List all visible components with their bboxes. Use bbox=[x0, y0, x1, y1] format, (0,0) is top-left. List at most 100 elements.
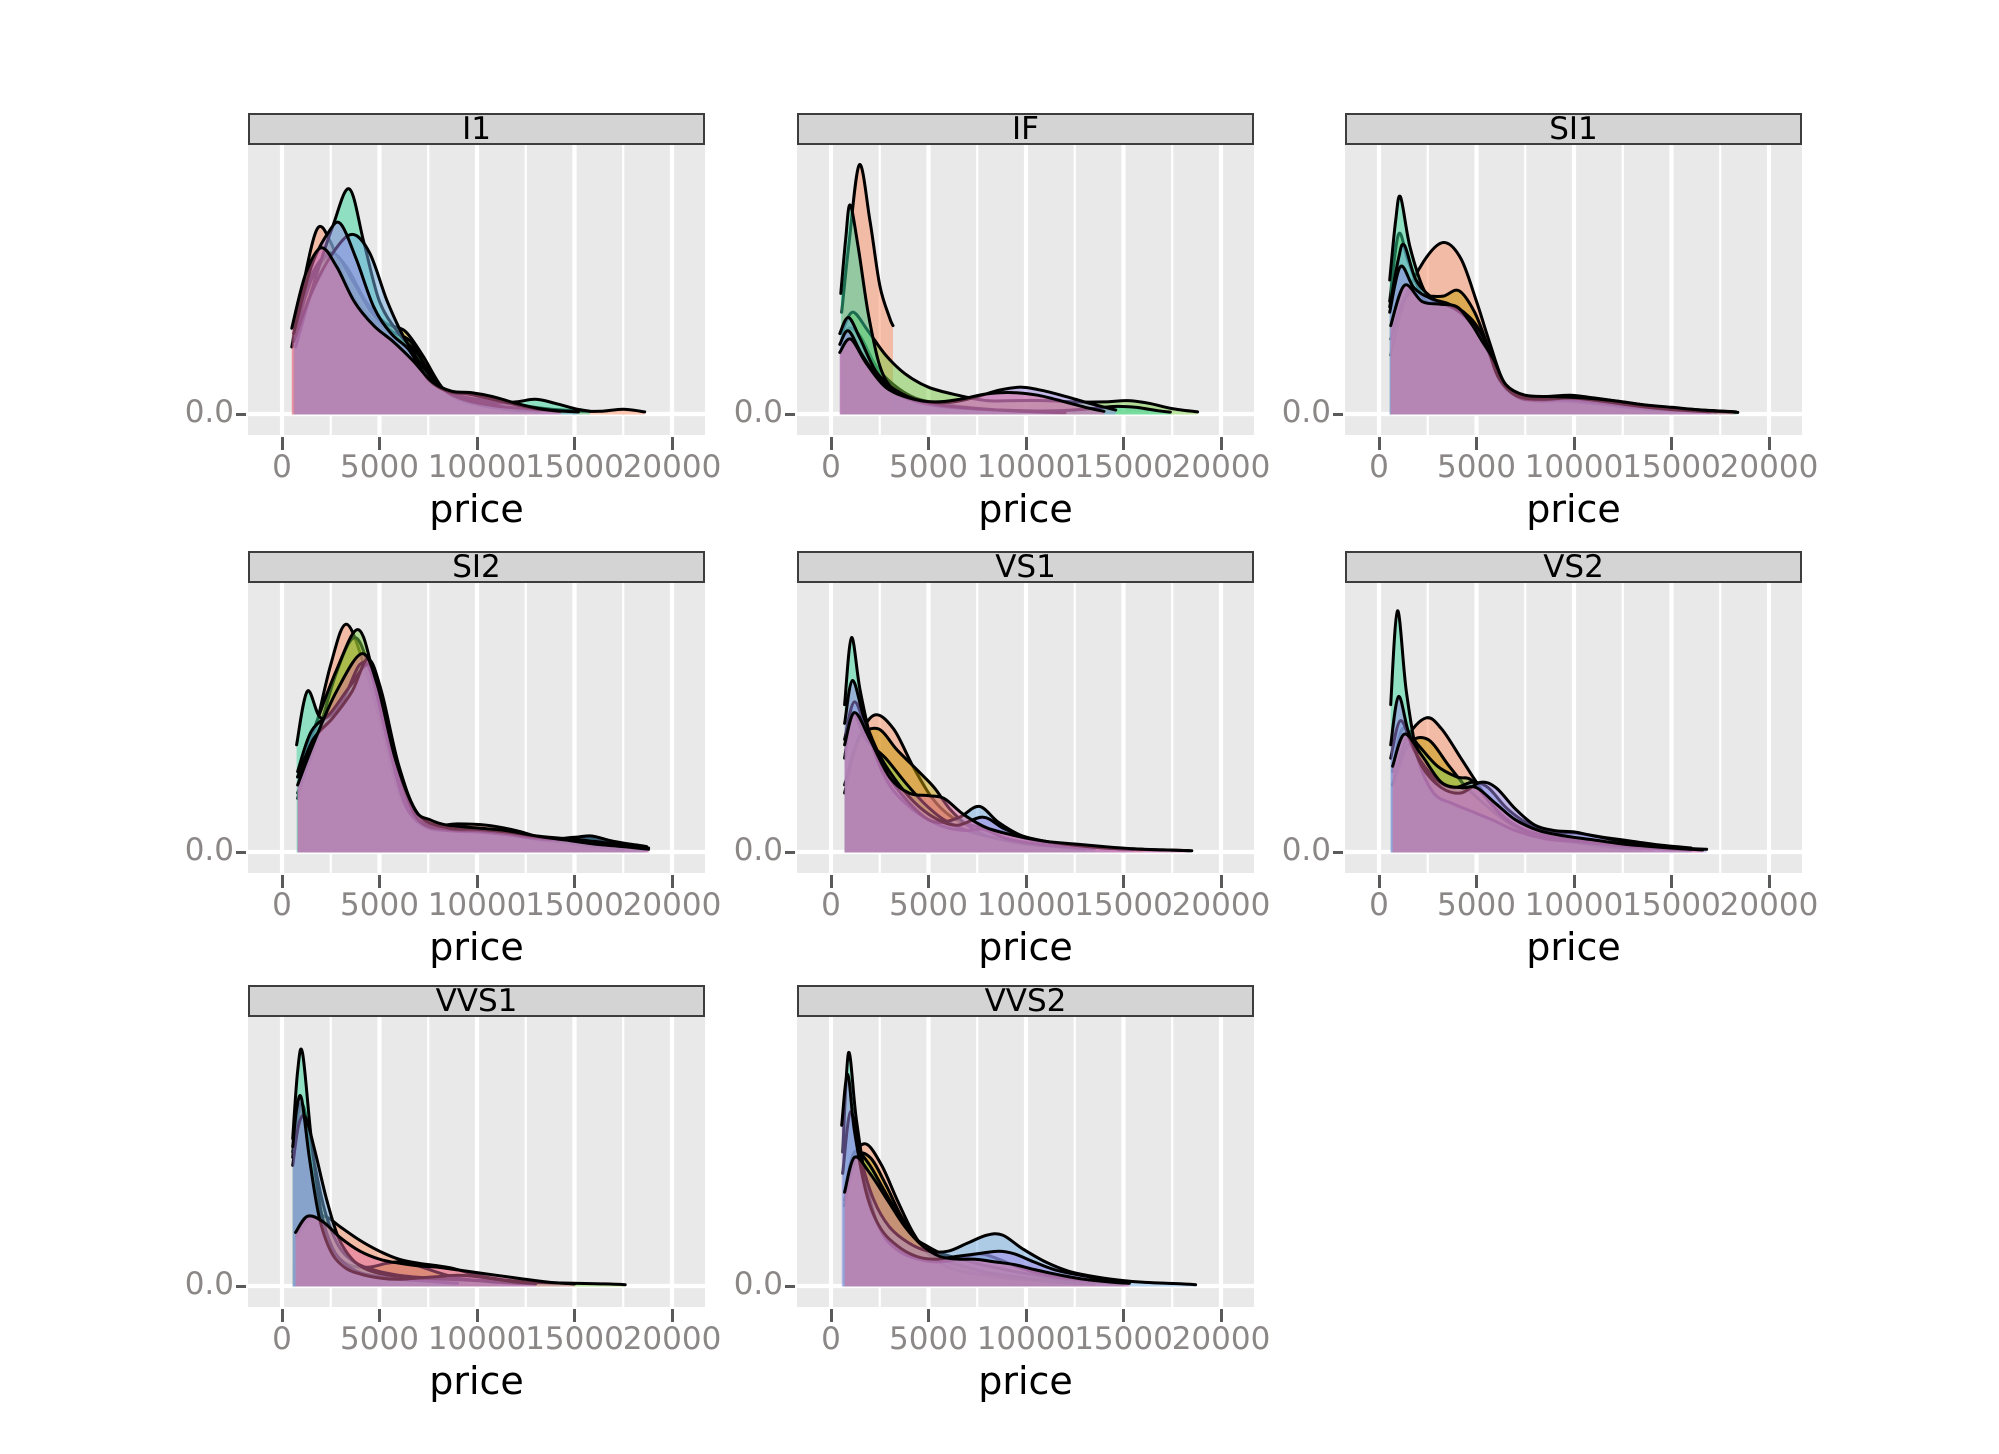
facet-strip: VVS2 bbox=[797, 983, 1254, 1019]
x-tick-label: 20000 bbox=[622, 449, 722, 485]
y-axis-tick bbox=[236, 1284, 246, 1288]
x-axis-tick bbox=[1670, 437, 1673, 450]
x-tick-label: 10000 bbox=[1524, 887, 1624, 923]
x-axis-title: price bbox=[978, 925, 1073, 969]
y-axis-tick bbox=[785, 412, 795, 416]
x-axis-tick bbox=[475, 1309, 479, 1322]
x-axis-tick bbox=[829, 1309, 833, 1322]
y-tick-label: 0.0 bbox=[1281, 832, 1331, 868]
x-tick-label: 5000 bbox=[340, 449, 419, 485]
x-tick-label: 0 bbox=[821, 887, 841, 923]
x-tick-label: 15000 bbox=[525, 449, 624, 485]
density-fill-purple bbox=[839, 330, 1116, 415]
x-tick-label: 0 bbox=[1369, 887, 1389, 923]
x-tick-label: 10000 bbox=[976, 887, 1076, 923]
x-tick-label: 5000 bbox=[889, 887, 968, 923]
y-tick-label: 0.0 bbox=[733, 832, 783, 868]
x-axis-tick bbox=[670, 1309, 674, 1322]
x-axis-tick bbox=[1219, 1309, 1223, 1322]
x-tick-label: 15000 bbox=[1622, 449, 1721, 485]
density-fill-pink bbox=[844, 712, 1190, 853]
x-tick-label: 5000 bbox=[340, 887, 419, 923]
x-tick-label: 5000 bbox=[889, 1321, 968, 1357]
density-curve-pink bbox=[290, 246, 563, 413]
y-axis-tick bbox=[785, 850, 795, 854]
x-tick-label: 15000 bbox=[1622, 887, 1721, 923]
density-fill-pink bbox=[844, 1156, 1130, 1287]
y-tick-label: 0.0 bbox=[184, 394, 234, 430]
x-tick-label: 20000 bbox=[1719, 887, 1819, 923]
x-axis-tick bbox=[1219, 875, 1223, 888]
x-tick-label: 5000 bbox=[340, 1321, 419, 1357]
x-axis-title: price bbox=[978, 487, 1073, 531]
y-tick-label: 0.0 bbox=[184, 1266, 234, 1302]
x-axis-tick bbox=[1475, 875, 1478, 888]
x-tick-label: 5000 bbox=[1437, 449, 1516, 485]
y-axis-tick bbox=[236, 412, 246, 416]
y-axis-tick bbox=[1333, 412, 1343, 416]
x-tick-label: 0 bbox=[821, 1321, 841, 1357]
x-axis-tick bbox=[1767, 437, 1771, 450]
y-axis-tick bbox=[1333, 850, 1343, 854]
x-axis-tick bbox=[1377, 875, 1381, 888]
x-tick-label: 0 bbox=[1369, 449, 1389, 485]
x-tick-label: 20000 bbox=[1171, 1321, 1271, 1357]
x-axis-tick bbox=[1377, 437, 1381, 450]
density-curve-pink bbox=[838, 337, 1106, 413]
x-tick-label: 0 bbox=[272, 887, 292, 923]
x-tick-label: 0 bbox=[272, 1321, 292, 1357]
density-curve-pink bbox=[296, 652, 651, 851]
x-axis-tick bbox=[573, 1309, 576, 1322]
x-axis-tick bbox=[1572, 437, 1576, 450]
strip-label: VVS2 bbox=[984, 983, 1067, 1019]
x-axis-tick bbox=[378, 437, 381, 450]
x-tick-label: 20000 bbox=[622, 1321, 722, 1357]
x-axis-tick bbox=[573, 437, 576, 450]
facet-strip: I1 bbox=[248, 111, 705, 147]
x-axis-tick bbox=[1122, 875, 1125, 888]
x-axis-tick bbox=[927, 1309, 930, 1322]
x-tick-label: 15000 bbox=[1074, 887, 1173, 923]
x-axis-tick bbox=[1024, 875, 1028, 888]
x-tick-label: 20000 bbox=[1171, 449, 1271, 485]
x-tick-label: 0 bbox=[272, 449, 292, 485]
x-axis-tick bbox=[573, 875, 576, 888]
x-tick-label: 0 bbox=[821, 449, 841, 485]
x-axis-title: price bbox=[429, 487, 524, 531]
x-tick-label: 20000 bbox=[1171, 887, 1271, 923]
x-axis-tick bbox=[1767, 875, 1771, 888]
facet-panel bbox=[1345, 145, 1802, 435]
density-curve-pink bbox=[1391, 732, 1705, 852]
x-tick-label: 15000 bbox=[1074, 449, 1173, 485]
strip-label: IF bbox=[1012, 111, 1039, 147]
x-axis-title: price bbox=[429, 1359, 524, 1403]
x-tick-label: 10000 bbox=[427, 1321, 527, 1357]
x-tick-label: 10000 bbox=[976, 1321, 1076, 1357]
x-axis-tick bbox=[1024, 437, 1028, 450]
y-tick-label: 0.0 bbox=[733, 394, 783, 430]
facet-panel bbox=[1345, 583, 1802, 873]
x-axis-tick bbox=[280, 437, 284, 450]
x-axis-tick bbox=[280, 875, 284, 888]
strip-label: SI2 bbox=[452, 549, 501, 585]
density-curve-pink bbox=[843, 1155, 1131, 1285]
density-fill-pink bbox=[1390, 284, 1734, 415]
density-curve-teal bbox=[294, 187, 592, 413]
x-tick-label: 20000 bbox=[622, 887, 722, 923]
y-axis-tick bbox=[785, 1284, 795, 1288]
density-curve-pink bbox=[843, 711, 1192, 853]
x-axis-tick bbox=[475, 875, 479, 888]
facet-panel bbox=[248, 583, 705, 873]
x-axis-tick bbox=[670, 875, 674, 888]
facet-panel bbox=[797, 1017, 1254, 1307]
density-curve-pink bbox=[294, 1214, 576, 1286]
x-axis-title: price bbox=[1526, 925, 1621, 969]
x-axis-tick bbox=[1024, 1309, 1028, 1322]
facet-strip: IF bbox=[797, 111, 1254, 147]
x-axis-title: price bbox=[429, 925, 524, 969]
y-tick-label: 0.0 bbox=[733, 1266, 783, 1302]
x-axis-tick bbox=[927, 437, 930, 450]
facet-strip: VS1 bbox=[797, 549, 1254, 585]
facet-panel bbox=[248, 145, 705, 435]
facet-strip: VVS1 bbox=[248, 983, 705, 1019]
